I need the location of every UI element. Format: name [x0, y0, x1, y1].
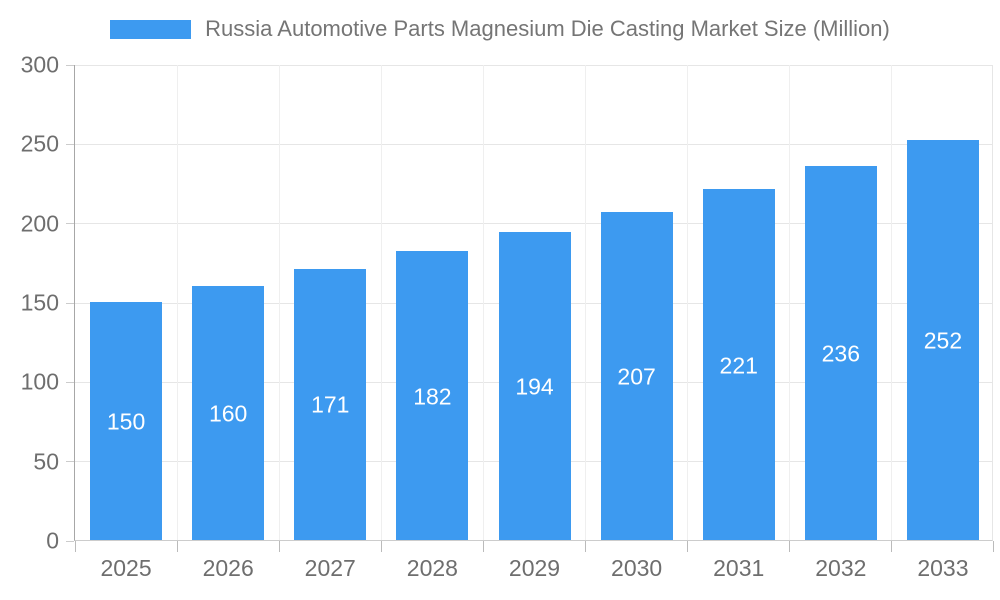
bar-2028[interactable]: [396, 251, 469, 540]
y-axis-label: 150: [20, 289, 59, 316]
gridline-vertical: [176, 65, 178, 540]
x-axis-label: 2028: [406, 555, 458, 581]
x-axis-label: 2026: [202, 555, 254, 581]
bar-2025[interactable]: [90, 302, 163, 540]
x-axis-tick: [891, 541, 893, 552]
plot-area: 0 50 100 150 200 250 300 150 2025 160 2026 171 2027 1…: [21, 52, 994, 581]
x-axis-tick: [380, 541, 382, 552]
gridline-horizontal: [75, 143, 992, 145]
gridline-vertical: [585, 65, 587, 540]
y-axis-tick: [66, 461, 74, 463]
y-axis-tick: [66, 143, 74, 145]
bar-2031[interactable]: [702, 189, 775, 540]
x-axis-tick: [687, 541, 689, 552]
gridline-vertical: [687, 65, 689, 540]
gridline-vertical: [482, 65, 484, 540]
y-axis-label: 0: [46, 527, 59, 554]
bar-2032[interactable]: [804, 165, 877, 540]
x-axis-tick: [482, 541, 484, 552]
y-axis-tick: [66, 223, 74, 225]
y-axis-tick: [66, 540, 74, 542]
x-axis-label: 2032: [815, 555, 867, 581]
y-axis-label: 250: [20, 130, 59, 157]
gridline-vertical: [278, 65, 280, 540]
legend-swatch[interactable]: [110, 19, 192, 39]
y-axis-label: 200: [20, 210, 59, 237]
bar-2029[interactable]: [498, 232, 571, 540]
x-axis-label: 2025: [100, 555, 152, 581]
x-axis-tick: [992, 541, 994, 552]
x-axis-label: 2029: [508, 555, 561, 581]
x-axis-label: 2030: [611, 555, 663, 581]
y-axis-tick: [66, 64, 74, 66]
x-axis-label: 2033: [917, 555, 969, 581]
bar-2030[interactable]: [600, 211, 673, 540]
gridline-vertical: [380, 65, 382, 540]
y-axis-label: 100: [20, 368, 59, 395]
x-axis-tick: [278, 541, 280, 552]
gridline-vertical: [789, 65, 791, 540]
x-axis-tick: [585, 541, 587, 552]
bar-2026[interactable]: [192, 286, 265, 540]
y-axis-label: 300: [20, 51, 59, 78]
x-axis-tick: [176, 541, 178, 552]
bar-2027[interactable]: [294, 268, 367, 540]
legend[interactable]: Russia Automotive Parts Magnesium Die Ca…: [0, 16, 1000, 42]
y-axis-tick: [66, 381, 74, 383]
bar-2033[interactable]: [906, 140, 979, 540]
gridline-vertical: [891, 65, 893, 540]
x-axis-tick: [74, 541, 76, 552]
y-axis-tick: [66, 302, 74, 304]
x-axis-label: 2031: [713, 555, 765, 581]
gridline-horizontal: [75, 64, 992, 66]
gridline-horizontal: [75, 223, 992, 225]
x-axis-label: 2027: [304, 555, 356, 581]
legend-label[interactable]: Russia Automotive Parts Magnesium Die Ca…: [205, 16, 890, 41]
y-axis-label: 50: [33, 448, 59, 475]
x-axis-tick: [789, 541, 791, 552]
